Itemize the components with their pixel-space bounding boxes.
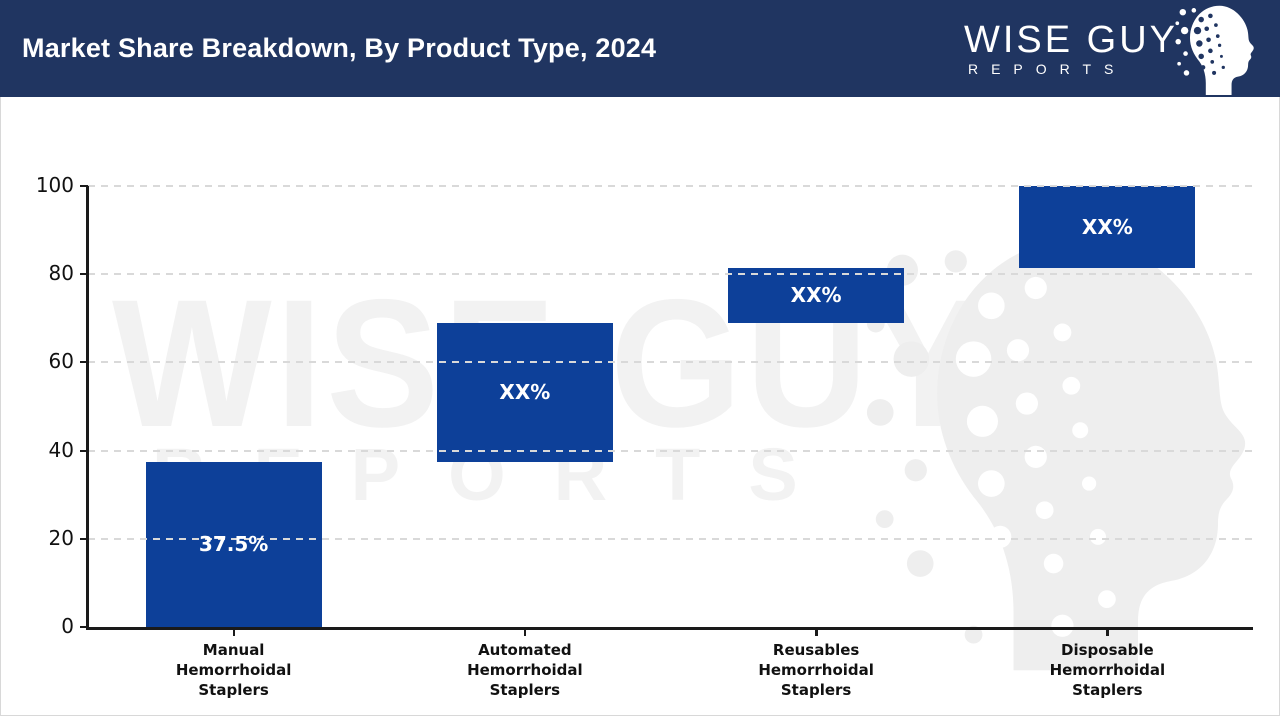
category-label-line: Hemorrhoidal (467, 661, 583, 679)
y-axis-line (86, 186, 89, 629)
gridline (88, 185, 1253, 187)
header-bar: Market Share Breakdown, By Product Type,… (0, 0, 1280, 97)
y-axis-tick (80, 449, 88, 452)
y-tick-label: 60 (48, 349, 74, 374)
wise-guy-reports-logo: WISE GUY REPORTS (964, 3, 1258, 95)
category-label-line: Hemorrhoidal (1049, 661, 1166, 679)
category-label: Disposable Hemorrhoidal Staplers (977, 640, 1237, 700)
logo-text: WISE GUY REPORTS (964, 21, 1178, 77)
bar-value-label: 37.5% (198, 532, 269, 557)
bar-value-label: XX% (790, 283, 842, 308)
bar (145, 461, 322, 627)
bar (1019, 186, 1196, 268)
x-axis-tick (523, 628, 527, 636)
y-axis-tick (80, 185, 88, 187)
category-label-line: Reusables (772, 641, 860, 659)
y-axis-tick (80, 273, 88, 276)
page-title: Market Share Breakdown, By Product Type,… (22, 33, 657, 63)
y-tick-label: 100 (35, 173, 74, 197)
y-tick-label: 0 (61, 614, 74, 638)
y-axis-tick (80, 626, 88, 628)
logo-head-icon (1175, 5, 1254, 95)
bar-value-label: XX% (499, 380, 551, 405)
x-axis-line (86, 627, 1253, 630)
gridline (88, 449, 1253, 452)
category-label-line: Manual (202, 641, 265, 659)
category-label-line: Hemorrhoidal (175, 661, 292, 679)
y-axis-tick (80, 361, 88, 364)
category-label: Automated Hemorrhoidal Staplers (395, 640, 655, 700)
category-label-line: Staplers (1072, 681, 1143, 699)
y-tick-label: 40 (48, 437, 74, 462)
category-label-line: Staplers (489, 681, 561, 699)
bar-value-label: XX% (1081, 214, 1133, 239)
category-label-line: Staplers (780, 681, 852, 699)
gridline (88, 361, 1253, 364)
category-label: Reusables Hemorrhoidal Staplers (686, 640, 946, 700)
category-label-line: Disposable (1061, 641, 1154, 659)
category-label-line: Staplers (198, 681, 269, 699)
category-label-line: Hemorrhoidal (758, 661, 874, 679)
category-label-line: Automated (478, 641, 572, 659)
y-axis-tick (80, 537, 88, 540)
logo-reports-label: REPORTS (967, 60, 1127, 77)
bar (728, 267, 905, 323)
y-tick-label: 20 (48, 525, 74, 550)
logo-wiseguy-label: WISE GUY (963, 18, 1178, 61)
category-label: Manual Hemorrhoidal Staplers (104, 640, 364, 700)
gridline (88, 537, 1253, 540)
x-axis-tick (232, 628, 236, 636)
gridline (88, 273, 1253, 276)
x-axis-tick (815, 628, 818, 636)
x-axis-tick (1106, 628, 1109, 636)
y-tick-label: 80 (48, 261, 74, 286)
bar (436, 322, 613, 462)
